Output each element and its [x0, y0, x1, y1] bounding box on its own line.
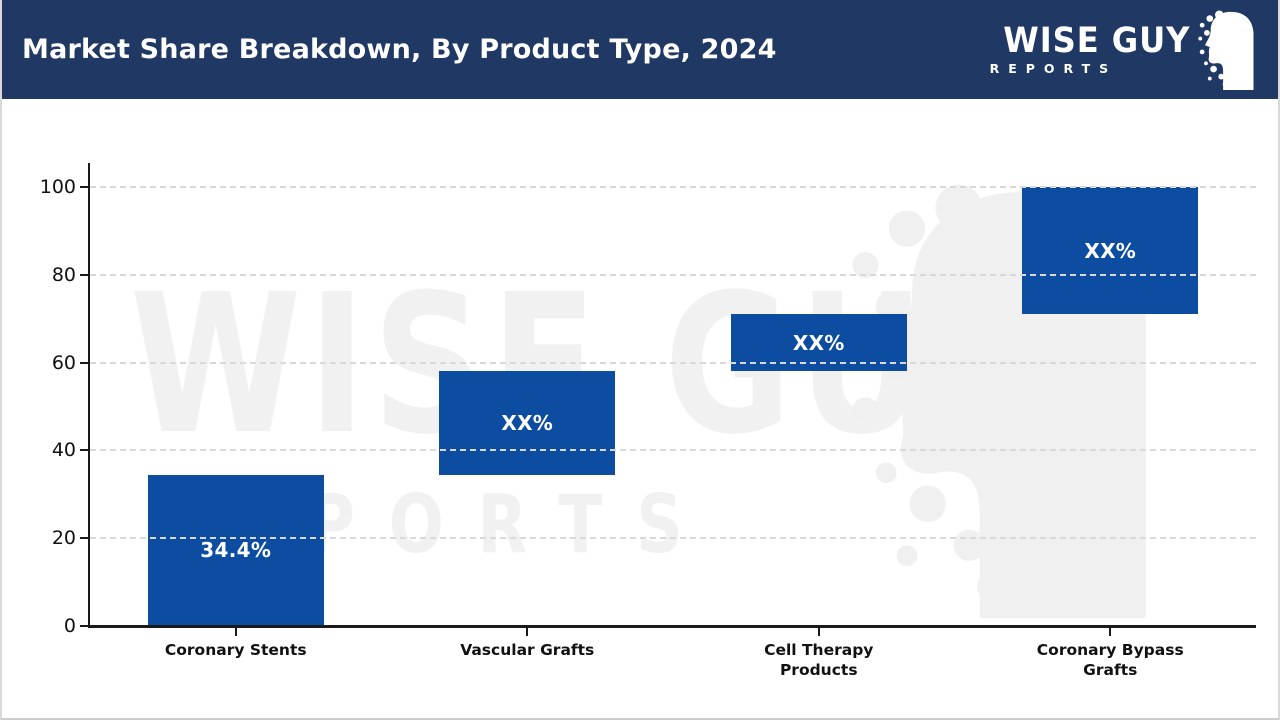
- y-axis-tick: [80, 449, 90, 452]
- x-axis-tick: [234, 628, 237, 636]
- logo-text: WISE GUY REPORTS: [987, 20, 1190, 77]
- bar-value-label: XX%: [1084, 238, 1137, 263]
- x-axis-tick: [526, 628, 529, 636]
- y-axis-tick: [80, 361, 90, 364]
- bar-segment: XX%: [1022, 187, 1199, 315]
- x-category-label: Coronary Bypass Grafts: [1036, 641, 1184, 679]
- y-axis-tick: [80, 625, 90, 627]
- gridline-y-40: [90, 449, 1256, 452]
- logo-subtitle: REPORTS: [989, 61, 1118, 77]
- gridline-y-80: [90, 273, 1256, 276]
- logo-wordmark: WISE GUY: [1002, 20, 1190, 61]
- bar-segment: XX%: [439, 371, 616, 475]
- x-category-label: Cell Therapy Products: [764, 641, 874, 679]
- y-tick-label: 60: [51, 351, 76, 374]
- page-title: Market Share Breakdown, By Product Type,…: [22, 34, 777, 65]
- wiseguy-logo: WISE GUY REPORTS: [987, 10, 1254, 90]
- logo-face-icon: [1196, 10, 1254, 90]
- y-axis-tick: [80, 186, 90, 188]
- x-category-label: Vascular Grafts: [460, 641, 595, 659]
- y-tick-label: 0: [63, 615, 76, 637]
- y-tick-label: 100: [39, 176, 76, 198]
- y-tick-label: 80: [51, 263, 76, 286]
- y-axis-line: [88, 163, 90, 628]
- x-axis-line: [88, 625, 1256, 628]
- bar-value-label: XX%: [792, 330, 845, 355]
- x-category-label: Coronary Stents: [164, 641, 307, 659]
- y-axis-tick: [80, 537, 90, 540]
- y-tick-label: 40: [51, 439, 76, 462]
- bar-value-label: 34.4%: [200, 538, 272, 563]
- gridline-y-60: [90, 361, 1256, 364]
- gridline-y-20: [90, 537, 1256, 540]
- bar-value-label: XX%: [501, 411, 554, 436]
- x-axis-tick: [1109, 628, 1112, 636]
- x-axis-tick: [817, 628, 820, 636]
- header-bar: Market Share Breakdown, By Product Type,…: [2, 0, 1278, 99]
- y-tick-label: 20: [51, 527, 76, 550]
- bar-segment: 34.4%: [147, 474, 324, 626]
- gridline-y-100: [90, 186, 1256, 188]
- y-axis-tick: [80, 273, 90, 276]
